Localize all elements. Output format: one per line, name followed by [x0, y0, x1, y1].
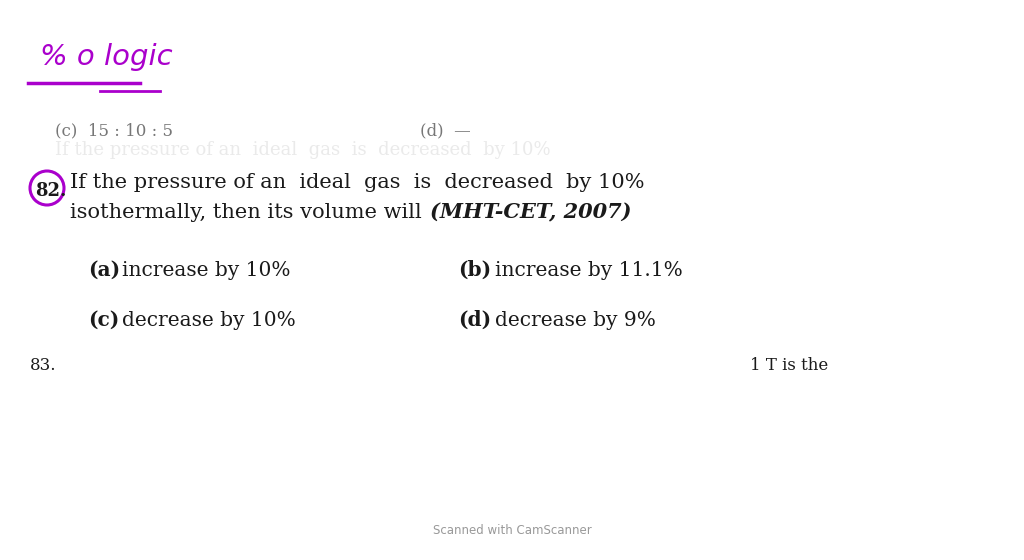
Text: (c)  15 : 10 : 5: (c) 15 : 10 : 5 [55, 122, 173, 139]
Text: If the pressure of an  ideal  gas  is  decreased  by 10%: If the pressure of an ideal gas is decre… [70, 172, 644, 192]
Text: increase by 11.1%: increase by 11.1% [495, 260, 683, 279]
Text: increase by 10%: increase by 10% [122, 260, 291, 279]
Text: decrease by 10%: decrease by 10% [122, 310, 296, 329]
Text: (c): (c) [88, 310, 119, 330]
Text: (d)  —: (d) — [420, 122, 471, 139]
Text: 83.: 83. [30, 357, 56, 374]
Text: If the pressure of an  ideal  gas  is  decreased  by 10%: If the pressure of an ideal gas is decre… [55, 141, 551, 159]
Text: isothermally, then its volume will: isothermally, then its volume will [70, 203, 422, 222]
Text: (b): (b) [458, 260, 492, 280]
Text: 1 T is the: 1 T is the [750, 357, 828, 374]
Text: (a): (a) [88, 260, 120, 280]
Text: (d): (d) [458, 310, 492, 330]
Text: Scanned with CamScanner: Scanned with CamScanner [432, 524, 592, 536]
Text: 82.: 82. [35, 182, 67, 200]
Text: % o logic: % o logic [40, 43, 173, 71]
Text: decrease by 9%: decrease by 9% [495, 310, 656, 329]
Text: (MHT-CET, 2007): (MHT-CET, 2007) [430, 202, 632, 222]
